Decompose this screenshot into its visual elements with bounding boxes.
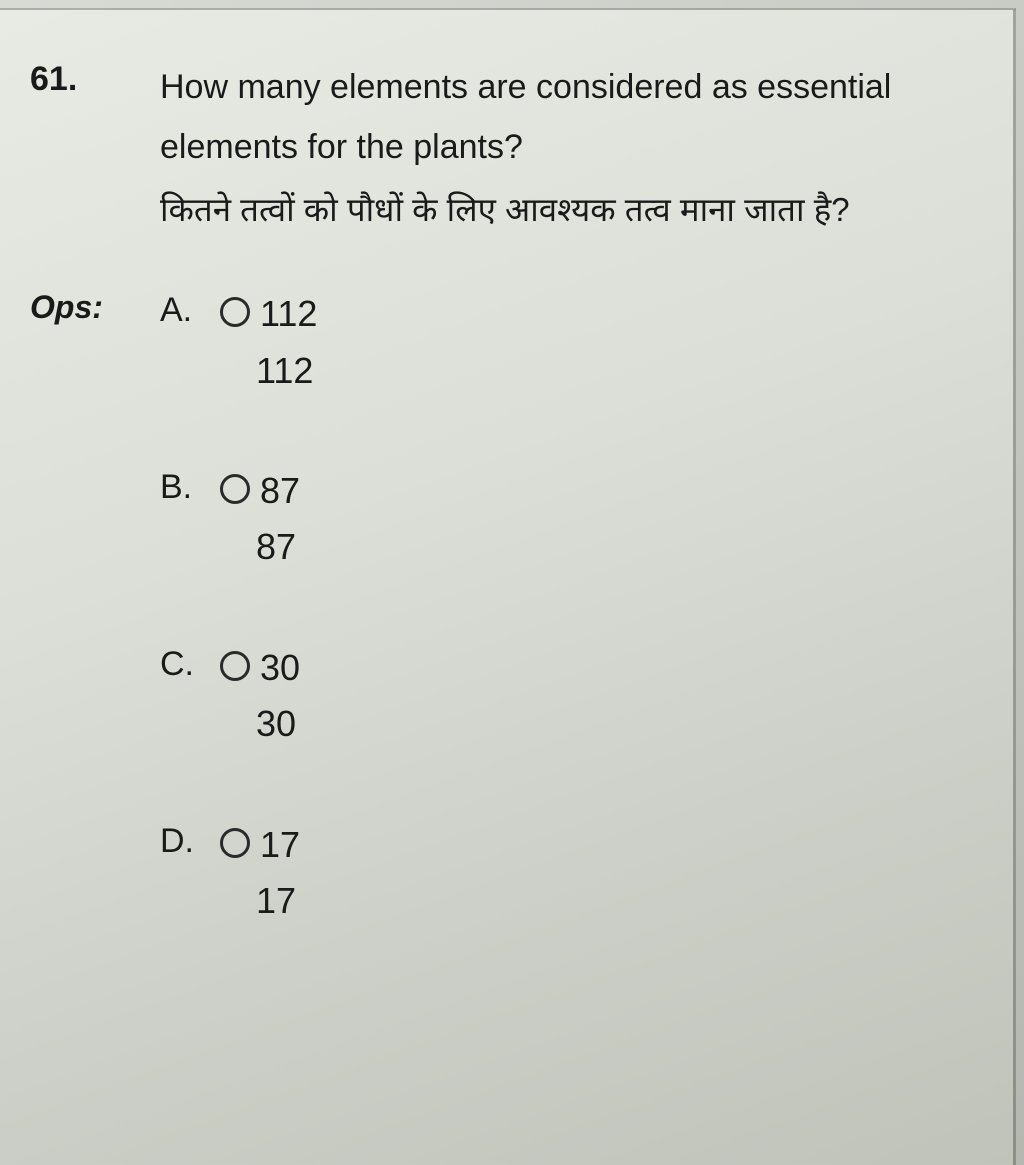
option-values: 17 17 [260,820,300,927]
option-value-primary: 87 [260,466,300,516]
option-d[interactable]: D. 17 17 [160,820,983,927]
option-value-secondary: 112 [256,346,317,396]
radio-icon[interactable] [220,651,250,681]
ops-label: Ops: [30,289,160,326]
option-a[interactable]: A. 112 112 [160,289,983,396]
radio-icon[interactable] [220,297,250,327]
question-block: 61. How many elements are considered as … [30,60,983,234]
radio-icon[interactable] [220,828,250,858]
question-text: How many elements are considered as esse… [160,60,983,234]
option-value-secondary: 30 [256,699,300,749]
option-values: 30 30 [260,643,300,750]
option-b[interactable]: B. 87 87 [160,466,983,573]
option-value-primary: 17 [260,820,300,870]
options-block: Ops: A. 112 112 B. 87 87 C. [30,289,983,996]
option-value-primary: 112 [260,289,317,339]
option-c[interactable]: C. 30 30 [160,643,983,750]
question-english-line2: elements for the plants? [160,120,983,174]
question-english-line1: How many elements are considered as esse… [160,60,983,114]
option-value-primary: 30 [260,643,300,693]
exam-page: 61. How many elements are considered as … [0,8,1016,1165]
option-letter: A. [160,289,220,330]
options-list: A. 112 112 B. 87 87 C. 30 [160,289,983,996]
option-letter: C. [160,643,220,684]
option-values: 87 87 [260,466,300,573]
option-letter: D. [160,820,220,861]
radio-icon[interactable] [220,474,250,504]
option-value-secondary: 87 [256,522,300,572]
question-hindi: कितने तत्वों को पौधों के लिए आवश्यक तत्व… [160,185,983,235]
option-values: 112 112 [260,289,317,396]
option-value-secondary: 17 [256,876,300,926]
question-number: 61. [30,60,160,99]
option-letter: B. [160,466,220,507]
